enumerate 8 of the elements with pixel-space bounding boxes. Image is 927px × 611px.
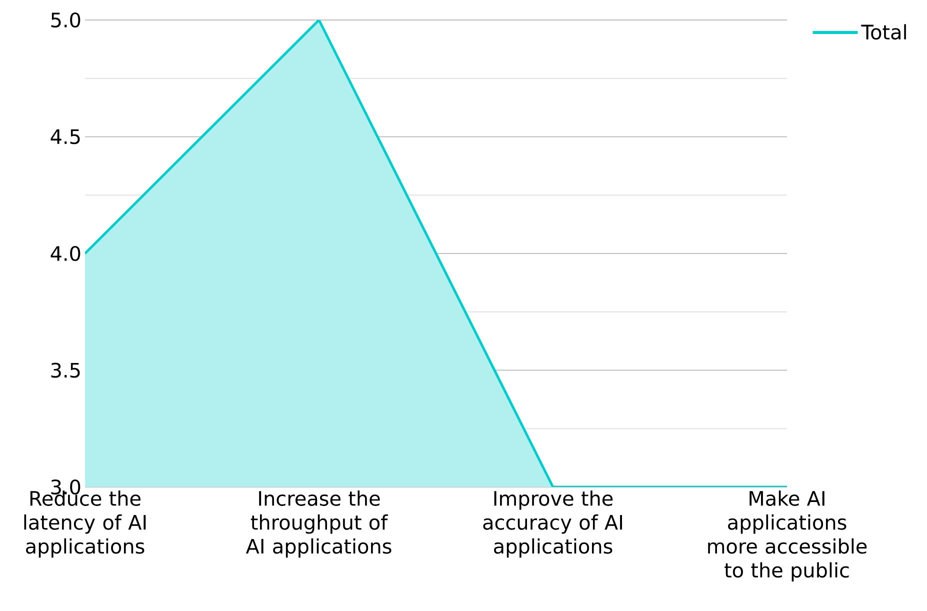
y-tick-label: 3.5: [51, 362, 80, 378]
y-tick-label: 4.5: [50, 129, 80, 144]
y-tick-label: 4.0: [50, 246, 80, 262]
x-tick-label: Improve the accuracy of AI applications: [483, 490, 622, 558]
x-tick-label: Increase the throughput of AI applications: [246, 490, 392, 558]
y-tick-label: 5.0: [51, 12, 80, 28]
x-tick-label: Make AI applications more accessible to the public: [708, 490, 867, 582]
legend-label: Total: [861, 24, 906, 40]
